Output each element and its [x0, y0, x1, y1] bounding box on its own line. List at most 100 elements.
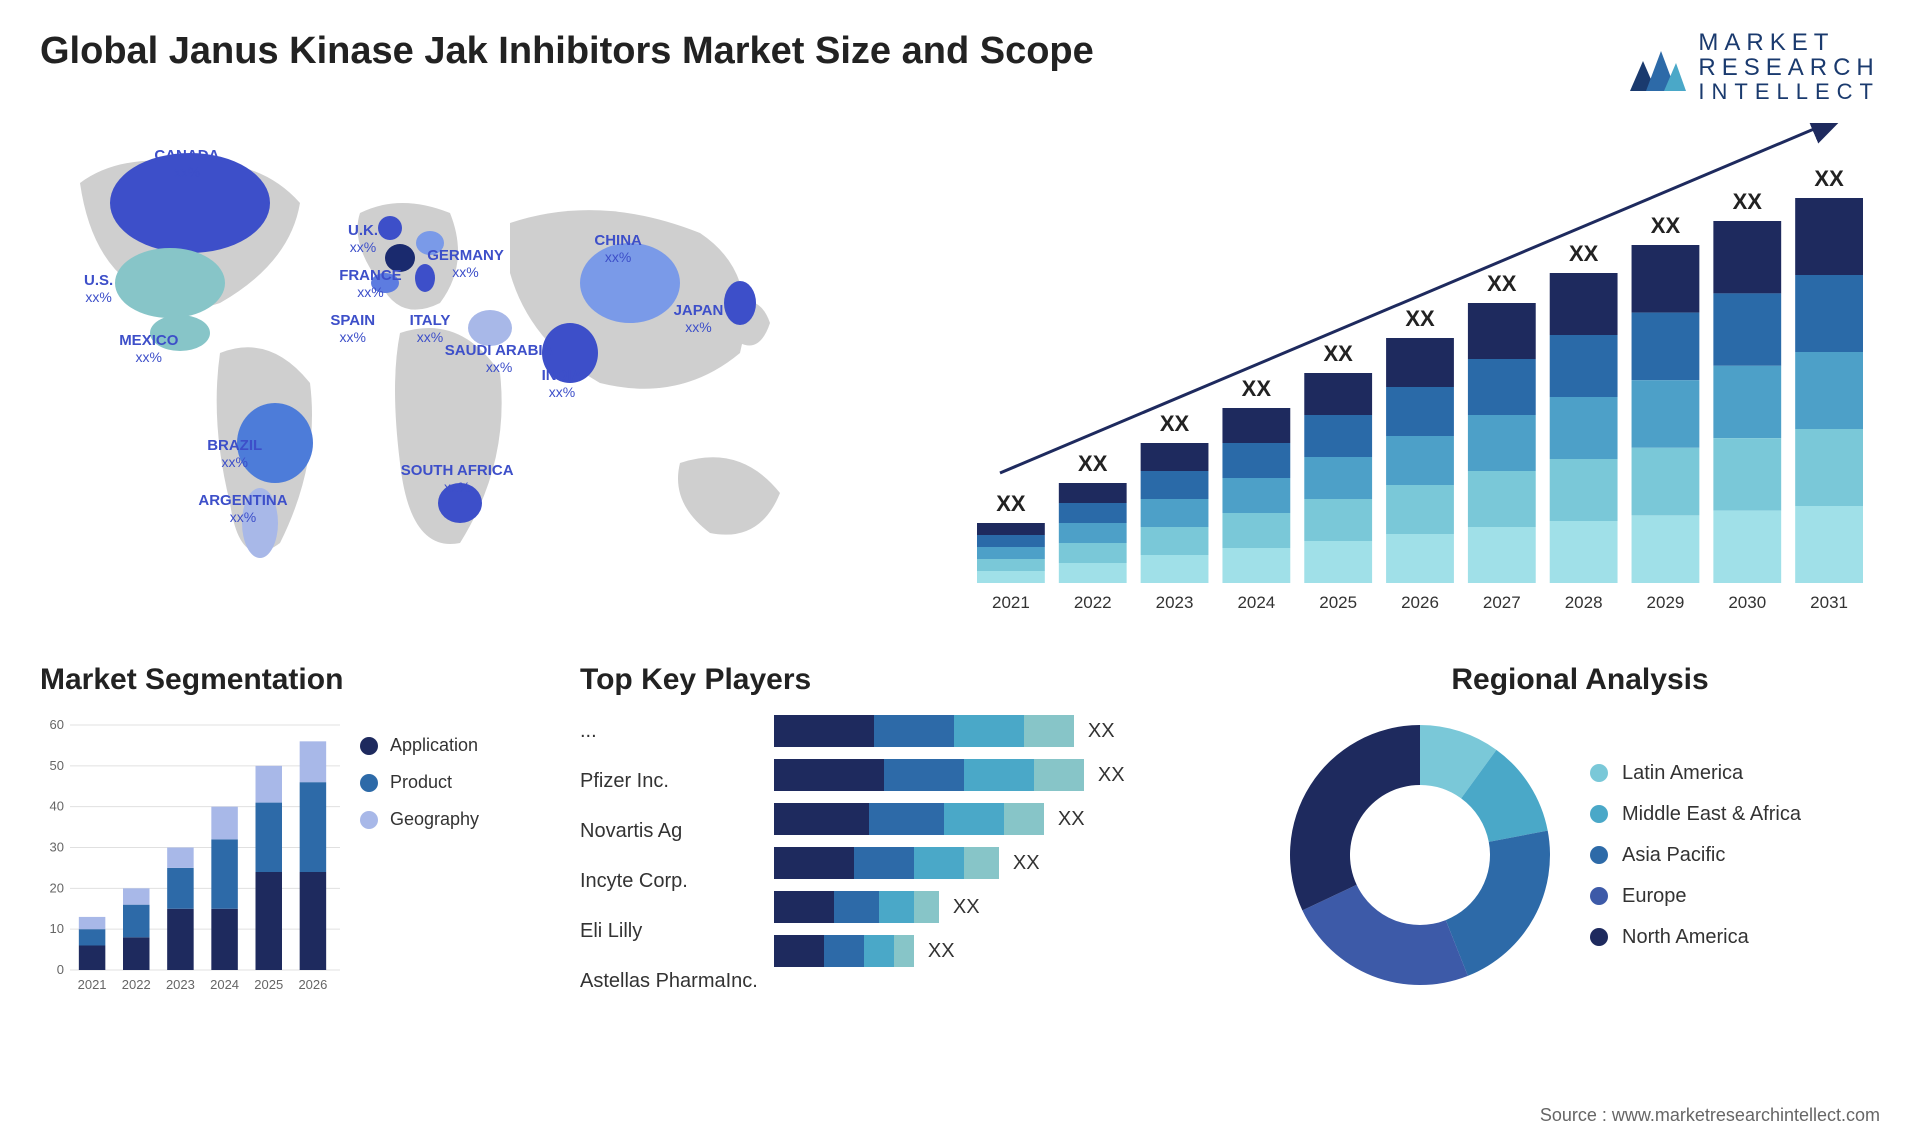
world-map: CANADAxx% U.S.xx%MEXICOxx% BRAZILxx% ARGENT…: [40, 123, 920, 623]
map-label: ARGENTINAxx%: [198, 493, 287, 525]
player-bar: [774, 803, 1044, 835]
svg-text:20: 20: [50, 881, 64, 896]
svg-text:XX: XX: [1160, 411, 1190, 436]
svg-text:XX: XX: [1242, 376, 1272, 401]
logo-line2: RESEARCH: [1698, 55, 1880, 80]
svg-text:XX: XX: [1487, 271, 1517, 296]
svg-text:2025: 2025: [1319, 593, 1357, 612]
map-label: INDIAxx%: [542, 368, 583, 400]
map-label: CANADAxx%: [154, 148, 219, 180]
player-value: XX: [953, 896, 980, 919]
brand-logo: MARKET RESEARCH INTELLECT: [1628, 30, 1880, 103]
svg-text:2023: 2023: [166, 977, 195, 992]
map-label: CHINAxx%: [594, 233, 642, 265]
svg-text:40: 40: [50, 799, 64, 814]
svg-text:XX: XX: [1324, 341, 1354, 366]
map-label: U.S.xx%: [84, 273, 113, 305]
svg-text:2021: 2021: [992, 593, 1030, 612]
svg-text:2022: 2022: [1074, 593, 1112, 612]
seg-legend-row: Geography: [360, 809, 479, 830]
player-bar: [774, 935, 914, 967]
top-row: CANADAxx% U.S.xx%MEXICOxx% BRAZILxx% ARGENT…: [40, 123, 1880, 623]
player-value: XX: [928, 940, 955, 963]
svg-text:2030: 2030: [1728, 593, 1766, 612]
player-value: XX: [1088, 720, 1115, 743]
player-bar-row: XX: [774, 935, 1240, 967]
svg-text:XX: XX: [1814, 166, 1844, 191]
svg-text:2028: 2028: [1565, 593, 1603, 612]
map-label: BRAZILxx%: [207, 438, 262, 470]
regional-panel: Regional Analysis Latin America Middle Ea…: [1280, 663, 1880, 997]
player-value: XX: [1058, 808, 1085, 831]
svg-text:2031: 2031: [1810, 593, 1848, 612]
svg-text:2026: 2026: [1401, 593, 1439, 612]
segmentation-panel: Market Segmentation 01020304050602021202…: [40, 663, 540, 997]
region-legend-row: Europe: [1590, 885, 1801, 908]
map-label: MEXICOxx%: [119, 333, 178, 365]
map-label: JAPANxx%: [674, 303, 724, 335]
map-label: GERMANYxx%: [427, 248, 504, 280]
player-bar-row: XX: [774, 759, 1240, 791]
svg-text:2024: 2024: [1237, 593, 1275, 612]
seg-legend-row: Application: [360, 735, 479, 756]
svg-text:XX: XX: [1569, 241, 1599, 266]
map-label: SPAINxx%: [330, 313, 375, 345]
map-label: FRANCExx%: [339, 268, 402, 300]
svg-text:XX: XX: [1405, 306, 1435, 331]
map-label: SAUDI ARABIAxx%: [445, 343, 554, 375]
forecast-chart: 2021 XX 2022 XX 2023 XX 2024 XX 2025 XX 2026 XX 2027…: [960, 123, 1880, 623]
segmentation-legend: Application Product Geography: [360, 735, 479, 830]
player-name: Novartis Ag: [580, 815, 682, 847]
svg-text:2025: 2025: [254, 977, 283, 992]
svg-text:60: 60: [50, 717, 64, 732]
svg-text:50: 50: [50, 758, 64, 773]
map-label: ITALYxx%: [410, 313, 451, 345]
segmentation-title: Market Segmentation: [40, 663, 540, 697]
header: Global Janus Kinase Jak Inhibitors Marke…: [40, 30, 1880, 103]
player-name: Incyte Corp.: [580, 865, 688, 897]
logo-line1: MARKET: [1698, 30, 1880, 55]
players-bars-col: XX XX XX XX XX XX: [774, 715, 1240, 997]
svg-text:2029: 2029: [1647, 593, 1685, 612]
svg-text:10: 10: [50, 922, 64, 937]
forecast-svg: 2021 XX 2022 XX 2023 XX 2024 XX 2025 XX 2026 XX 2027…: [960, 123, 1880, 623]
region-legend-row: Middle East & Africa: [1590, 803, 1801, 826]
source-attribution: Source : www.marketresearchintellect.com: [1540, 1105, 1880, 1126]
map-label: SOUTH AFRICAxx%: [401, 463, 514, 495]
svg-text:2023: 2023: [1156, 593, 1194, 612]
svg-text:XX: XX: [996, 491, 1026, 516]
player-bar-row: XX: [774, 803, 1240, 835]
region-legend-row: Asia Pacific: [1590, 844, 1801, 867]
region-legend-row: North America: [1590, 926, 1801, 949]
player-bar-row: XX: [774, 847, 1240, 879]
player-name: Eli Lilly: [580, 915, 642, 947]
bottom-row: Market Segmentation 01020304050602021202…: [40, 663, 1880, 997]
logo-line3: INTELLECT: [1698, 80, 1880, 103]
svg-text:2022: 2022: [122, 977, 151, 992]
player-bar-row: XX: [774, 715, 1240, 747]
player-value: XX: [1013, 852, 1040, 875]
player-bar-row: XX: [774, 891, 1240, 923]
player-value: XX: [1098, 764, 1125, 787]
player-name: Astellas PharmaInc.: [580, 965, 758, 997]
logo-text: MARKET RESEARCH INTELLECT: [1698, 30, 1880, 103]
segmentation-chart: 0102030405060202120222023202420252026: [40, 715, 340, 995]
logo-mark-icon: [1628, 41, 1688, 93]
donut-chart: [1280, 715, 1560, 995]
svg-text:2027: 2027: [1483, 593, 1521, 612]
map-label: U.K.xx%: [348, 223, 378, 255]
player-bar: [774, 759, 1084, 791]
region-legend-row: Latin America: [1590, 762, 1801, 785]
svg-text:XX: XX: [1733, 189, 1763, 214]
svg-text:30: 30: [50, 840, 64, 855]
svg-text:XX: XX: [1651, 213, 1681, 238]
page-title: Global Janus Kinase Jak Inhibitors Marke…: [40, 30, 1094, 73]
player-name: Pfizer Inc.: [580, 765, 669, 797]
regional-title: Regional Analysis: [1280, 663, 1880, 697]
svg-text:2024: 2024: [210, 977, 239, 992]
svg-text:XX: XX: [1078, 451, 1108, 476]
player-bar: [774, 847, 999, 879]
players-names-col: ...Pfizer Inc.Novartis AgIncyte Corp.Eli…: [580, 715, 758, 997]
svg-text:2026: 2026: [298, 977, 327, 992]
seg-legend-row: Product: [360, 772, 479, 793]
